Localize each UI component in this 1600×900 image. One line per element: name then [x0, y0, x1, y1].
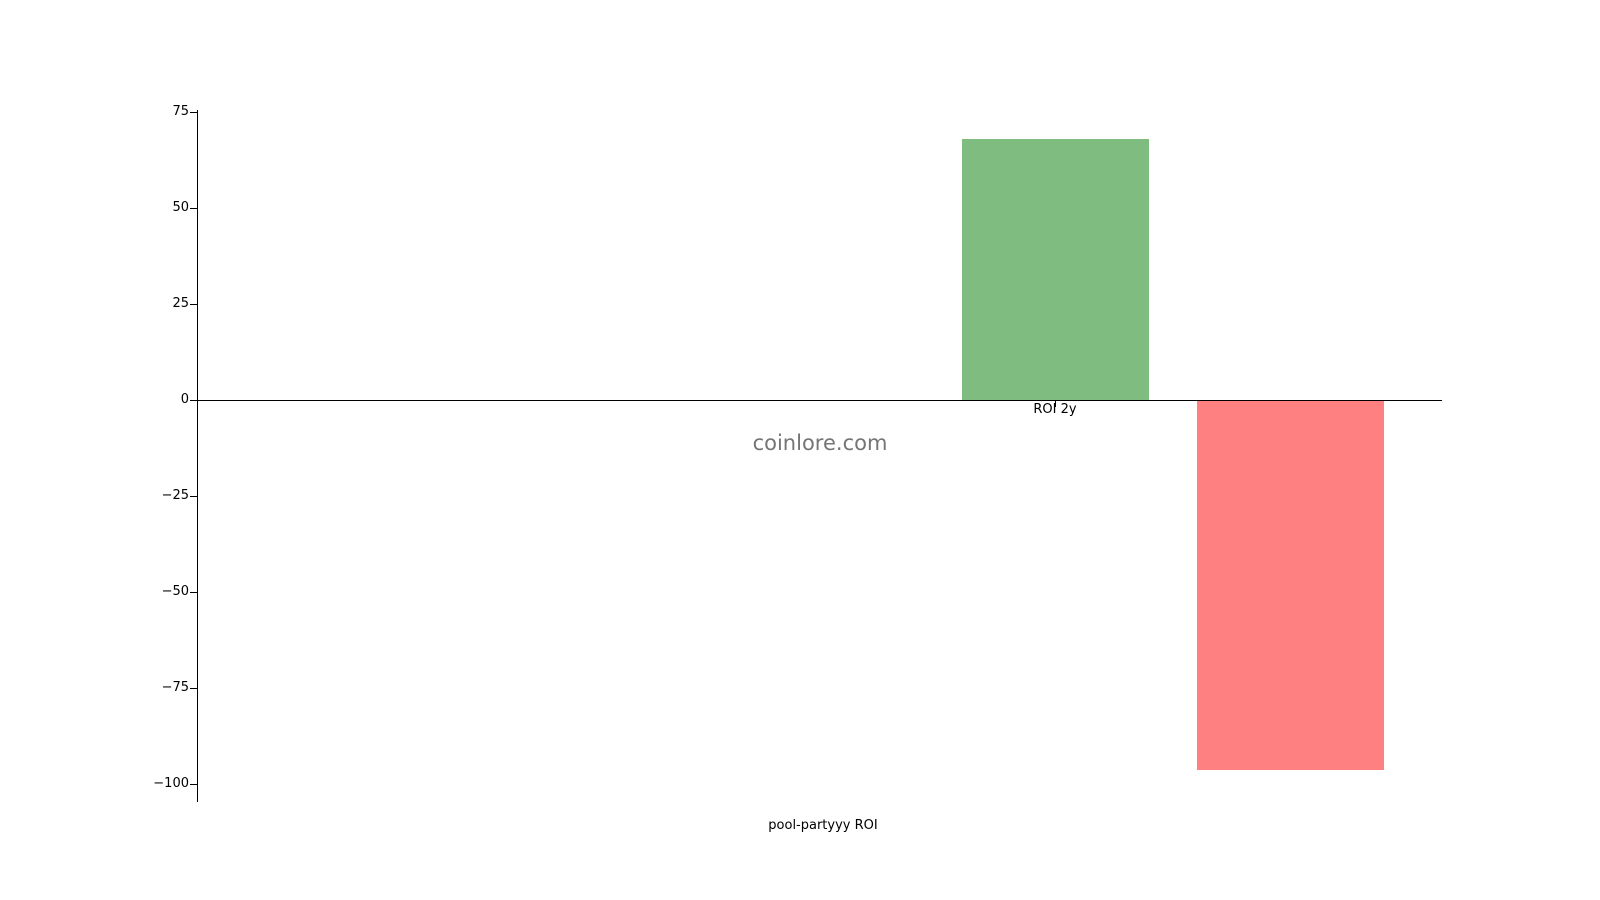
y-tick-label: −100 [153, 776, 189, 791]
zero-baseline [197, 400, 1442, 401]
watermark: coinlore.com [752, 431, 888, 455]
y-tick-label: 0 [180, 392, 189, 407]
y-tick-mark [190, 208, 197, 209]
y-tick-label: 75 [172, 104, 189, 119]
y-axis-spine [197, 110, 198, 802]
y-tick-label: −75 [161, 680, 189, 695]
y-tick-label: 25 [172, 296, 189, 311]
x-tick-mark [1055, 400, 1056, 407]
y-tick-mark [190, 304, 197, 305]
y-tick-mark [190, 400, 197, 401]
x-tick-label: ROI 2y [1033, 402, 1077, 417]
y-tick-mark [190, 592, 197, 593]
x-axis-title: pool-partyyy ROI [768, 818, 878, 833]
bar-roi-2y [961, 138, 1149, 400]
y-tick-mark [190, 496, 197, 497]
y-tick-mark [190, 688, 197, 689]
y-tick-label: 50 [172, 200, 189, 215]
bar-negative [1196, 401, 1384, 770]
y-tick-label: −50 [161, 584, 189, 599]
y-tick-label: −25 [161, 488, 189, 503]
y-tick-mark [190, 112, 197, 113]
y-tick-mark [190, 784, 197, 785]
